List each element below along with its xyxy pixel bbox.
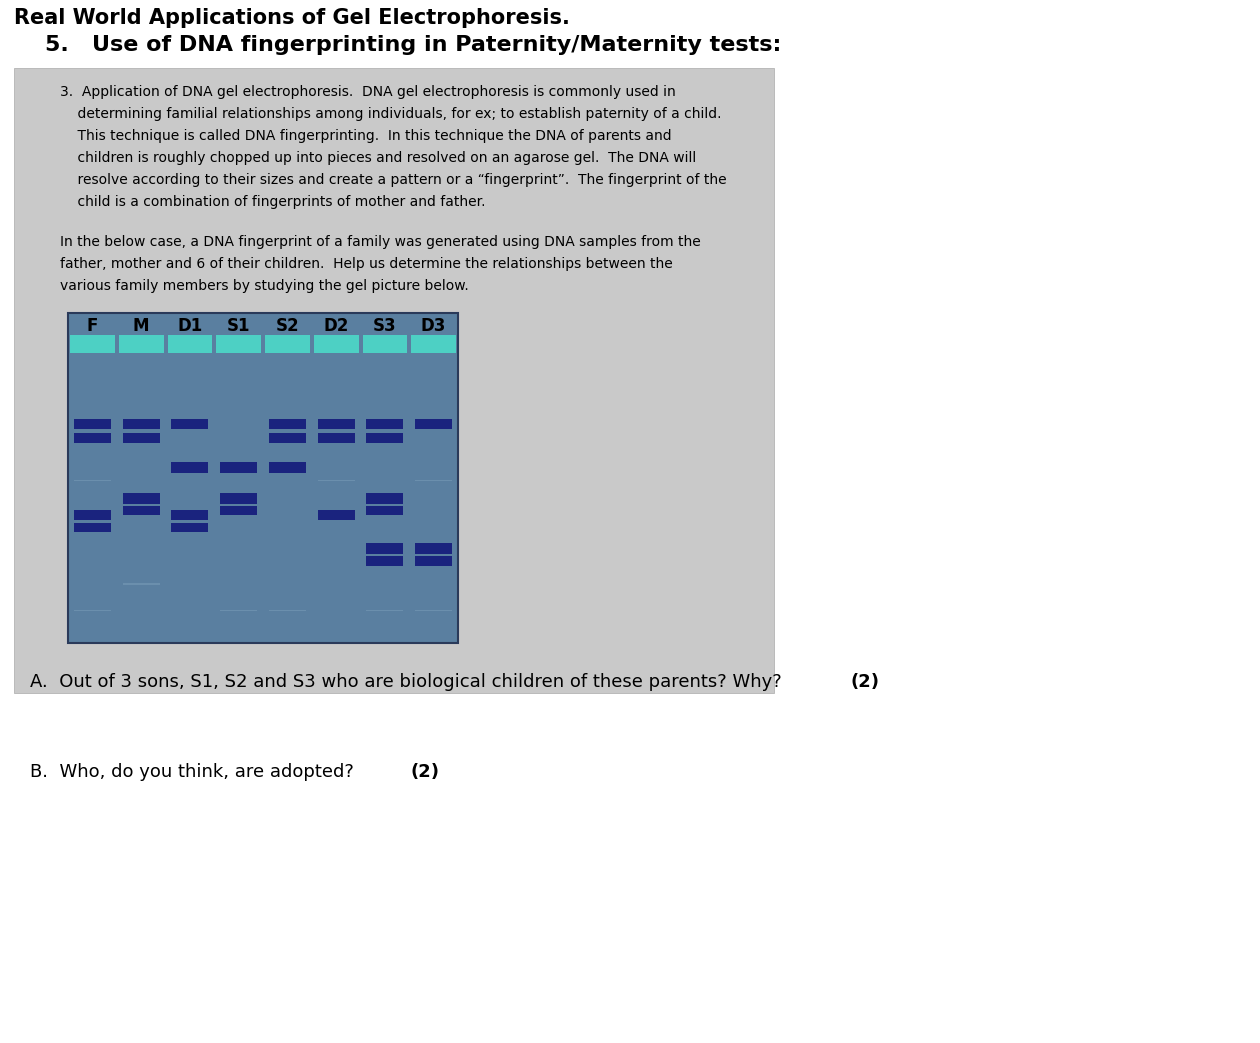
Text: Real World Applications of Gel Electrophoresis.: Real World Applications of Gel Electroph… (14, 8, 570, 28)
Text: S1: S1 (227, 317, 251, 335)
Text: This technique is called DNA fingerprinting.  In this technique the DNA of paren: This technique is called DNA fingerprint… (60, 129, 672, 143)
Bar (367, 543, 403, 554)
Bar (367, 506, 403, 515)
Bar (68, 313, 457, 642)
Bar (367, 556, 403, 565)
Bar (314, 335, 359, 353)
Bar (220, 610, 257, 611)
Bar (74, 510, 111, 520)
Bar (118, 335, 164, 353)
Text: A.  Out of 3 sons, S1, S2 and S3 who are biological children of these parents? W: A. Out of 3 sons, S1, S2 and S3 who are … (30, 673, 788, 692)
Text: D3: D3 (421, 317, 446, 335)
Bar (268, 462, 306, 472)
Bar (318, 480, 354, 481)
Text: father, mother and 6 of their children.  Help us determine the relationships bet: father, mother and 6 of their children. … (60, 257, 673, 271)
Bar (318, 418, 354, 430)
Bar (415, 556, 452, 565)
Bar (122, 583, 160, 585)
Text: In the below case, a DNA fingerprint of a family was generated using DNA samples: In the below case, a DNA fingerprint of … (60, 235, 701, 249)
Bar (367, 493, 403, 504)
Bar (74, 610, 111, 611)
Bar (415, 543, 452, 554)
Bar (367, 433, 403, 443)
Bar (415, 610, 452, 611)
Text: D1: D1 (178, 317, 203, 335)
Bar (367, 610, 403, 611)
Bar (268, 418, 306, 430)
Bar (220, 462, 257, 472)
Bar (74, 523, 111, 532)
Bar (168, 335, 212, 353)
Bar (268, 610, 306, 611)
Bar (415, 418, 452, 430)
Text: resolve according to their sizes and create a pattern or a “fingerprint”.  The f: resolve according to their sizes and cre… (60, 173, 727, 187)
Bar (171, 510, 208, 520)
Bar (318, 433, 354, 443)
Text: children is roughly chopped up into pieces and resolved on an agarose gel.  The : children is roughly chopped up into piec… (60, 151, 697, 165)
Text: 5.   Use of DNA fingerprinting in Paternity/Maternity tests:: 5. Use of DNA fingerprinting in Paternit… (14, 35, 781, 55)
Bar (171, 523, 208, 532)
Bar (367, 418, 403, 430)
Bar (318, 510, 354, 520)
Text: (2): (2) (410, 763, 438, 781)
Bar (171, 462, 208, 472)
Text: (2): (2) (850, 673, 879, 692)
Bar (411, 335, 456, 353)
Bar (363, 335, 407, 353)
Text: determining familial relationships among individuals, for ex; to establish pater: determining familial relationships among… (60, 107, 722, 121)
Text: 3.  Application of DNA gel electrophoresis.  DNA gel electrophoresis is commonly: 3. Application of DNA gel electrophoresi… (60, 84, 675, 99)
Bar (122, 418, 160, 430)
Text: S3: S3 (373, 317, 397, 335)
Bar (122, 506, 160, 515)
Text: B.  Who, do you think, are adopted?: B. Who, do you think, are adopted? (30, 763, 359, 781)
Text: D2: D2 (324, 317, 349, 335)
Bar (74, 433, 111, 443)
Bar (122, 493, 160, 504)
Bar (71, 335, 115, 353)
Text: child is a combination of fingerprints of mother and father.: child is a combination of fingerprints o… (60, 195, 485, 209)
Bar (122, 433, 160, 443)
Bar (220, 506, 257, 515)
Text: S2: S2 (276, 317, 299, 335)
Bar (415, 480, 452, 481)
Bar (74, 418, 111, 430)
Text: F: F (87, 317, 98, 335)
Bar (14, 68, 774, 693)
Bar (171, 418, 208, 430)
Text: M: M (132, 317, 150, 335)
Bar (265, 335, 310, 353)
Bar (220, 493, 257, 504)
Bar (268, 433, 306, 443)
Bar (74, 480, 111, 481)
Bar (217, 335, 261, 353)
Text: various family members by studying the gel picture below.: various family members by studying the g… (60, 278, 469, 293)
